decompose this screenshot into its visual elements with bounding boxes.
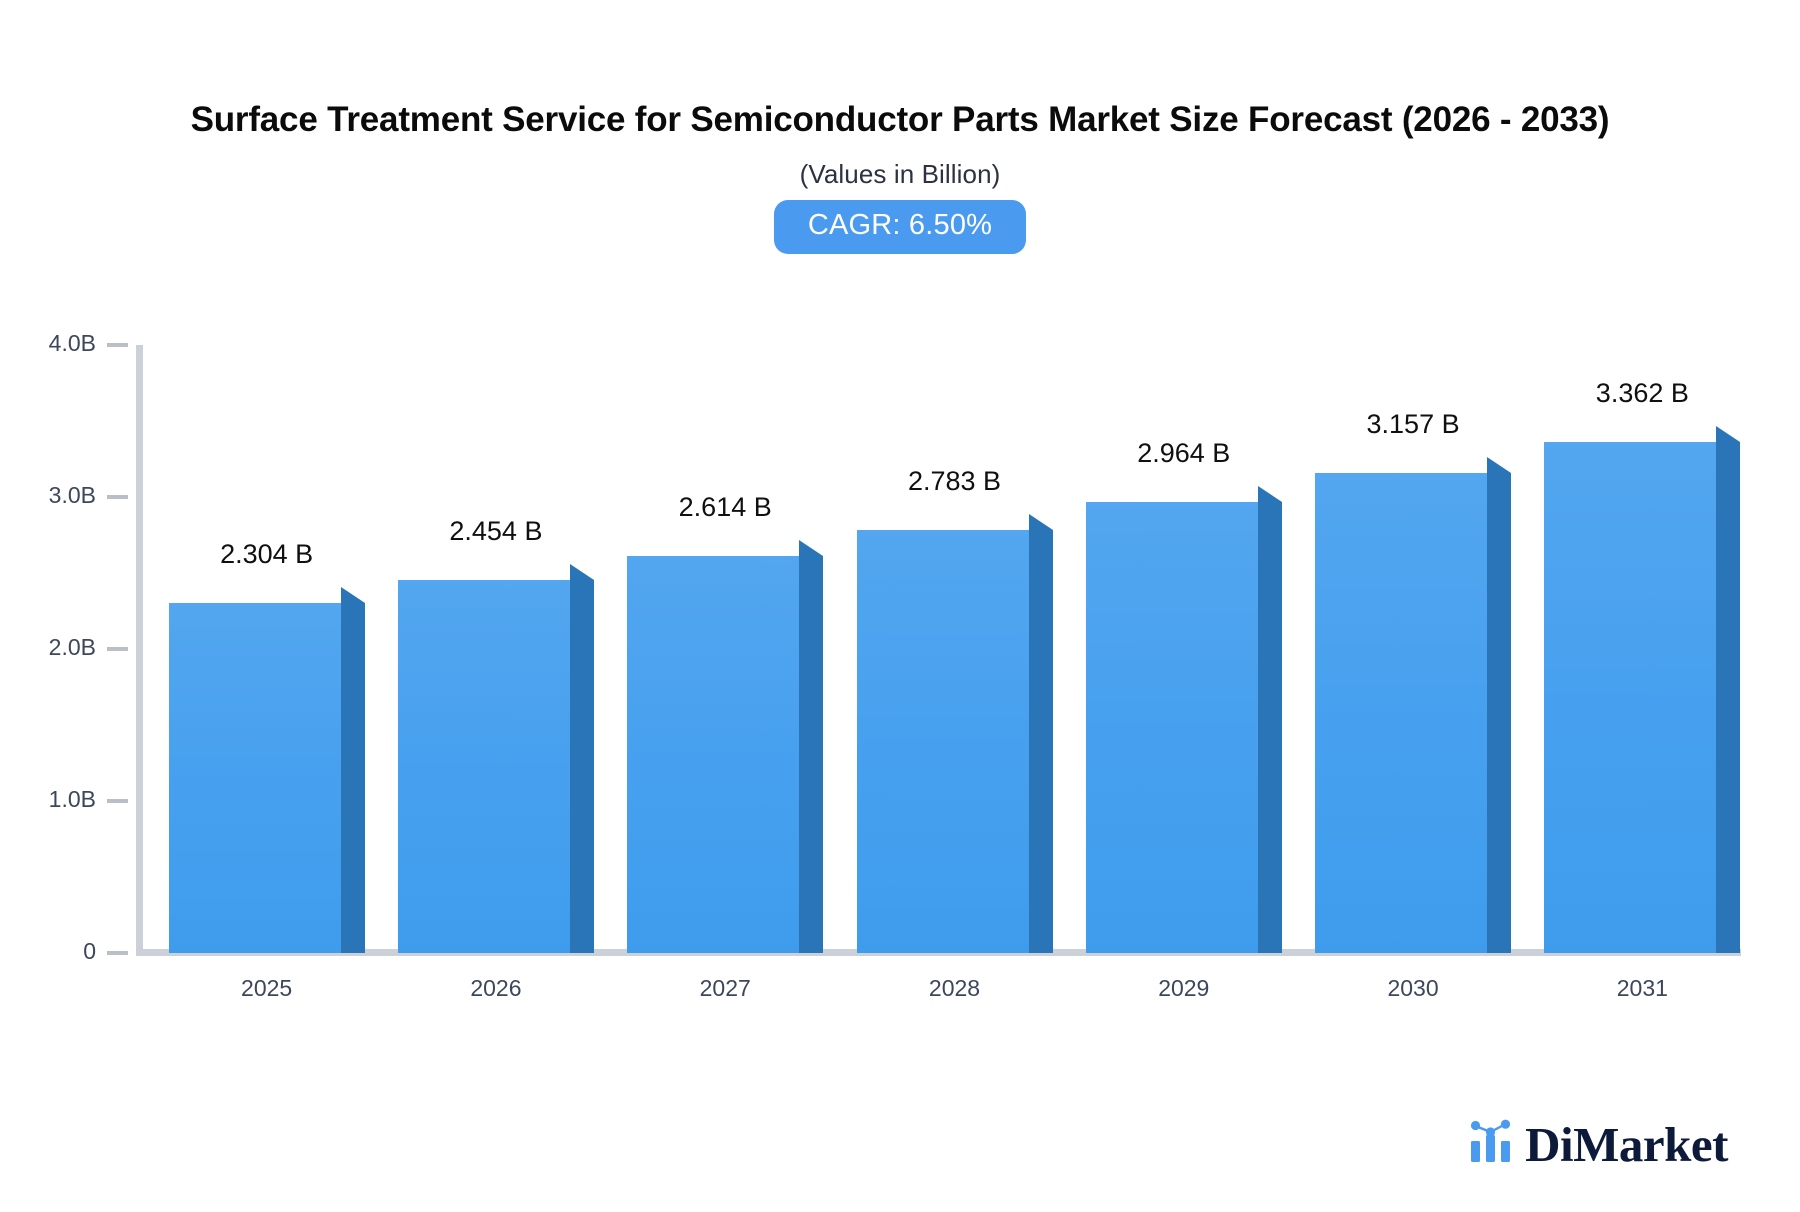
bar-front-face: [1315, 473, 1488, 953]
bar-front-face: [1544, 441, 1717, 953]
x-axis-tick-label: 2027: [699, 975, 751, 1001]
bar-2027[interactable]: [627, 539, 824, 953]
bar-chart-icon: [1468, 1119, 1514, 1170]
chart-title: Surface Treatment Service for Semiconduc…: [190, 100, 1610, 139]
bar-2029[interactable]: [1085, 486, 1282, 953]
bar-value-label: 2.614 B: [678, 491, 772, 522]
x-axis-tick-label: 2030: [1387, 975, 1439, 1001]
bar-side-panel: [1487, 473, 1512, 953]
bar-side-cap: [1257, 486, 1282, 503]
x-axis-tick-label: 2029: [1158, 975, 1210, 1001]
y-axis-tick-label: 4.0B: [48, 330, 96, 356]
bar-side-cap: [799, 539, 824, 556]
bar-front-face: [397, 580, 570, 953]
bar-side-panel: [1257, 502, 1282, 953]
bar-front-face: [856, 529, 1029, 953]
y-axis-tick-mark: [107, 343, 128, 347]
x-axis-tick-label: 2028: [928, 975, 981, 1001]
brand-logo: DiMarket: [1468, 1119, 1728, 1170]
y-axis-tick-label: 2.0B: [48, 634, 96, 660]
bar-value-label: 2.454 B: [449, 515, 543, 546]
y-axis-tick-mark: [107, 951, 128, 955]
bar-2031[interactable]: [1544, 425, 1741, 953]
bar-side-cap: [1716, 425, 1741, 442]
y-axis-tick-mark: [107, 647, 128, 651]
bar-value-label: 2.964 B: [1137, 438, 1231, 469]
cagr-badge-container: CAGR: 6.50%: [0, 200, 1800, 255]
y-axis-line: [136, 345, 143, 955]
bar-side-panel: [799, 555, 824, 953]
chart-header: Surface Treatment Service for Semiconduc…: [0, 0, 1800, 255]
bars-layer: [136, 345, 1741, 953]
cagr-badge: CAGR: 6.50%: [773, 200, 1027, 255]
bar-front-face: [1085, 502, 1258, 953]
bar-side-cap: [340, 586, 365, 603]
x-axis-tick-label: 2031: [1616, 975, 1668, 1001]
bar-side-panel: [1028, 529, 1053, 953]
bar-2026[interactable]: [397, 564, 594, 953]
bar-2025[interactable]: [168, 586, 365, 953]
x-axis-tick-label: 2025: [241, 975, 293, 1001]
y-axis-tick-label: 3.0B: [48, 482, 96, 508]
bar-value-label: 2.783 B: [907, 465, 1002, 496]
y-axis-tick-mark: [107, 495, 128, 499]
brand-logo-text: DiMarket: [1525, 1117, 1728, 1172]
bar-value-label: 3.362 B: [1595, 377, 1689, 408]
bar-front-face: [627, 555, 800, 953]
bar-value-label: 2.304 B: [220, 538, 314, 569]
bar-value-label: 3.157 B: [1366, 409, 1460, 440]
bar-2028[interactable]: [856, 513, 1053, 953]
bar-2030[interactable]: [1315, 457, 1512, 953]
x-axis-tick-label: 2026: [470, 975, 522, 1001]
bar-side-cap: [1028, 513, 1053, 530]
bar-side-panel: [569, 580, 594, 953]
y-axis-tick-label: 1.0B: [48, 786, 96, 812]
y-axis-tick-label: 0: [83, 938, 96, 964]
y-axis-tick-mark: [107, 799, 128, 803]
bar-side-cap: [569, 564, 594, 580]
bar-side-cap: [1487, 457, 1512, 474]
bar-front-face: [168, 602, 341, 953]
bar-side-panel: [1716, 441, 1741, 953]
bar-side-panel: [340, 602, 365, 953]
chart-subtitle: (Values in Billion): [799, 159, 1001, 190]
